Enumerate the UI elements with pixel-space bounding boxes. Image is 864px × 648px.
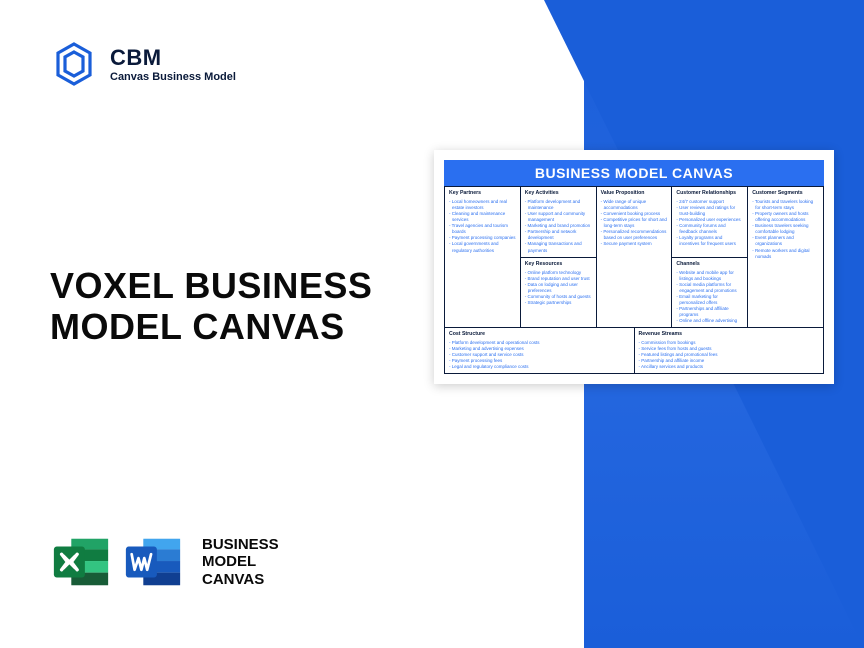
cbm-logo-icon <box>50 40 98 88</box>
canvas-bottom-row: Cost Structure Platform development and … <box>444 328 824 374</box>
cell-key-partners: Key Partners Local homeowners and real e… <box>445 187 521 328</box>
cell-cost-structure: Cost Structure Platform development and … <box>445 328 635 374</box>
cell-key-activities: Key Activities Platform development and … <box>521 187 597 258</box>
excel-icon <box>50 531 112 593</box>
title-line-2: MODEL CANVAS <box>50 306 372 347</box>
cell-customer-relationships: Customer Relationships 24/7 customer sup… <box>672 187 748 258</box>
page-title: VOXEL BUSINESS MODEL CANVAS <box>50 265 372 348</box>
cell-value-proposition: Value Proposition Wide range of unique a… <box>597 187 673 328</box>
canvas-header: BUSINESS MODEL CANVAS <box>444 160 824 186</box>
word-icon <box>122 531 184 593</box>
logo-subtitle: Canvas Business Model <box>110 71 236 83</box>
logo-block: CBM Canvas Business Model <box>50 40 236 88</box>
canvas-grid: Key Partners Local homeowners and real e… <box>444 186 824 328</box>
cell-channels: Channels Website and mobile app for list… <box>672 258 748 329</box>
cell-customer-segments: Customer Segments Tourists and travelers… <box>748 187 824 328</box>
file-format-icons: BUSINESS MODEL CANVAS <box>50 531 279 593</box>
logo-title: CBM <box>110 45 236 71</box>
cell-revenue-streams: Revenue Streams Commission from bookings… <box>635 328 825 374</box>
canvas-preview-card: BUSINESS MODEL CANVAS Key Partners Local… <box>434 150 834 384</box>
bmc-label: BUSINESS MODEL CANVAS <box>202 536 279 588</box>
title-line-1: VOXEL BUSINESS <box>50 265 372 306</box>
cell-key-resources: Key Resources Online platform technology… <box>521 258 597 329</box>
